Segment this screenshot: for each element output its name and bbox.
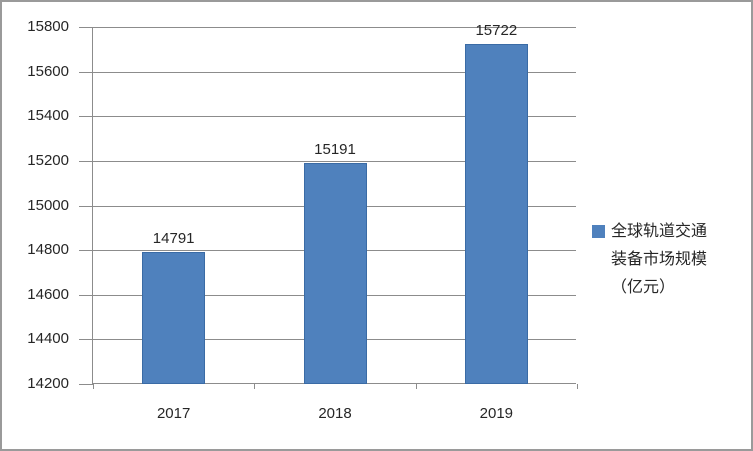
bar-2017 bbox=[142, 252, 206, 384]
y-axis-label: 15400 bbox=[27, 107, 69, 125]
x-axis-tick bbox=[415, 384, 417, 389]
y-axis-label: 15000 bbox=[27, 196, 69, 214]
y-axis-label: 15600 bbox=[27, 62, 69, 80]
y-axis-tick bbox=[79, 27, 93, 28]
y-axis-label: 14200 bbox=[27, 375, 69, 392]
y-axis-tick bbox=[79, 71, 93, 73]
legend-label: 全球轨道交通装备市场规模（亿元） bbox=[611, 223, 708, 296]
y-axis-tick bbox=[79, 339, 93, 341]
gridline bbox=[93, 71, 576, 73]
y-axis-label: 15200 bbox=[27, 151, 69, 169]
y-axis-label: 14600 bbox=[27, 285, 69, 303]
x-axis-label: 2019 bbox=[479, 405, 514, 422]
data-label: 15191 bbox=[314, 140, 356, 158]
y-axis-tick bbox=[79, 205, 93, 207]
y-axis-tick bbox=[79, 116, 93, 118]
legend: 全球轨道交通装备市场规模（亿元） bbox=[592, 218, 709, 302]
y-axis-label: 14400 bbox=[27, 330, 69, 348]
data-label: 15722 bbox=[475, 22, 518, 40]
x-axis-tick bbox=[577, 384, 578, 389]
y-axis-label: 15800 bbox=[27, 18, 69, 35]
bar-2019 bbox=[464, 44, 528, 384]
y-axis-tick bbox=[79, 294, 93, 296]
x-axis-label: 2018 bbox=[318, 405, 352, 422]
gridline bbox=[93, 116, 576, 118]
x-axis-tick bbox=[93, 384, 94, 389]
x-axis-label: 2017 bbox=[156, 405, 191, 422]
plot-area: 14200 14400 14600 14800 15000 15200 15400 15600… bbox=[27, 18, 578, 422]
y-axis-tick bbox=[79, 250, 93, 252]
y-axis-tick bbox=[79, 384, 93, 385]
bar-2018 bbox=[303, 162, 367, 384]
data-label: 14791 bbox=[152, 230, 195, 248]
gridline bbox=[93, 160, 576, 162]
legend-marker-icon bbox=[592, 225, 605, 238]
y-axis-label: 14800 bbox=[27, 241, 69, 259]
gridline bbox=[93, 27, 576, 28]
y-axis-tick bbox=[79, 160, 93, 162]
x-axis-tick bbox=[254, 384, 256, 389]
